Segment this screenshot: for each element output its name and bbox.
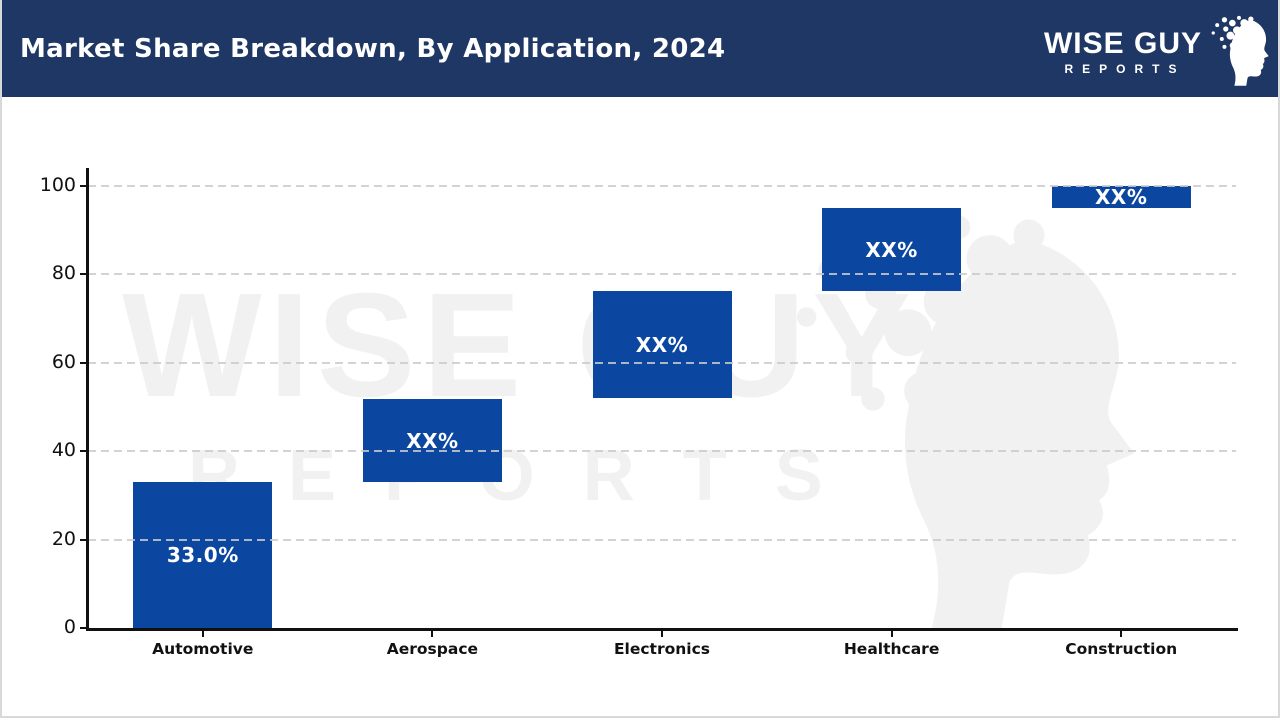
x-category-label-healthcare: Healthcare [843, 640, 940, 658]
x-category-label-automotive: Automotive [152, 640, 254, 658]
gridline-100 [88, 184, 1236, 187]
x-category-label-construction: Construction [1065, 640, 1178, 658]
x-category-label-electronics: Electronics [613, 640, 711, 658]
x-tick-mark [1120, 630, 1123, 637]
bar-value-label: XX% [865, 237, 918, 262]
x-category-label-aerospace: Aerospace [386, 640, 479, 658]
header: Market Share Breakdown, By Application, … [0, 0, 1280, 97]
gridline-20 [88, 538, 1236, 541]
bar-value-label: XX% [1094, 184, 1148, 209]
gridline-60 [88, 361, 1236, 364]
y-tick-mark [80, 273, 88, 276]
page-title: Market Share Breakdown, By Application, … [20, 33, 726, 64]
y-tick-label: 100 [39, 173, 76, 196]
gridline-40 [88, 450, 1236, 453]
logo-head-dots-icon [1211, 15, 1269, 86]
y-tick-mark [80, 450, 88, 453]
y-tick-mark [80, 627, 88, 629]
y-tick-mark [80, 361, 88, 364]
x-tick-mark [431, 630, 434, 637]
x-axis-line [86, 628, 1238, 631]
brand-logo-text: WISE GUY REPORTS [1043, 26, 1202, 76]
x-tick-mark [201, 630, 204, 637]
bar-value-label: XX% [635, 332, 689, 357]
brand-logo: WISE GUY REPORTS [1044, 6, 1270, 92]
y-tick-mark [80, 538, 88, 541]
y-tick-label: 40 [51, 439, 76, 462]
y-tick-label: 60 [51, 350, 76, 373]
bar-aerospace: XX% [362, 399, 502, 483]
bar-healthcare: XX% [822, 208, 962, 291]
logo-wordmark: WISE GUY [1043, 26, 1202, 60]
x-tick-mark [661, 630, 663, 637]
gridline-80 [88, 273, 1236, 276]
y-tick-label: 0 [63, 616, 76, 638]
bar-value-label: 33.0% [166, 543, 239, 567]
y-tick-mark [80, 184, 88, 187]
y-tick-label: 20 [51, 527, 76, 550]
logo-subtext: REPORTS [1064, 61, 1186, 76]
bar-value-label: XX% [406, 428, 459, 453]
bar-automotive: 33.0% [133, 482, 273, 628]
y-tick-label: 80 [51, 262, 76, 285]
y-axis-line [86, 168, 89, 630]
x-tick-mark [890, 630, 893, 637]
bar-construction: XX% [1051, 184, 1191, 209]
bar-electronics: XX% [592, 291, 732, 399]
